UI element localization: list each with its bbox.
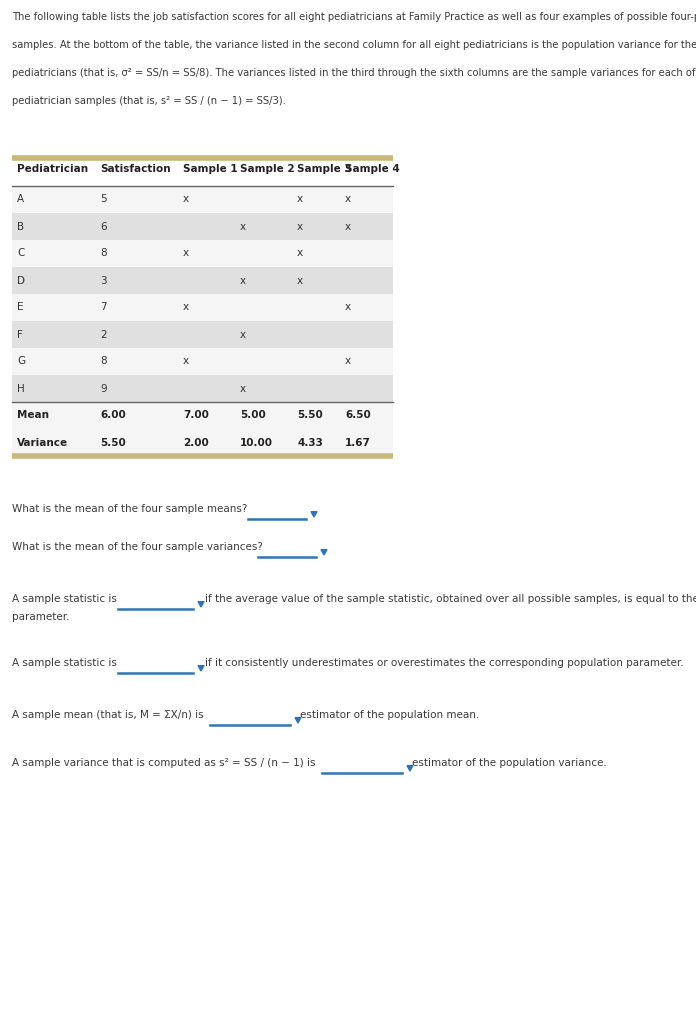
Text: samples. At the bottom of the table, the variance listed in the second column fo: samples. At the bottom of the table, the… xyxy=(12,40,696,50)
Text: x: x xyxy=(345,357,351,367)
Text: A sample statistic is: A sample statistic is xyxy=(12,594,117,604)
Text: x: x xyxy=(297,276,303,286)
Text: x: x xyxy=(183,357,189,367)
Text: pediatricians (that is, σ² = SS/n = SS/8). The variances listed in the third thr: pediatricians (that is, σ² = SS/n = SS/8… xyxy=(12,68,696,78)
Text: x: x xyxy=(345,303,351,312)
Text: 7: 7 xyxy=(100,303,106,312)
Text: 5.50: 5.50 xyxy=(297,410,323,420)
Text: E: E xyxy=(17,303,24,312)
Text: pediatrician samples (that is, s² = SS / (n − 1) = SS/3).: pediatrician samples (that is, s² = SS /… xyxy=(12,96,286,106)
Text: x: x xyxy=(240,384,246,394)
Text: 8: 8 xyxy=(100,357,106,367)
Text: x: x xyxy=(297,248,303,259)
Text: 2: 2 xyxy=(100,329,106,339)
Text: What is the mean of the four sample means?: What is the mean of the four sample mean… xyxy=(12,504,247,514)
Bar xyxy=(12,267,393,294)
Text: x: x xyxy=(240,329,246,339)
Text: x: x xyxy=(183,195,189,204)
Text: C: C xyxy=(17,248,24,259)
Text: 10.00: 10.00 xyxy=(240,437,273,447)
Text: estimator of the population variance.: estimator of the population variance. xyxy=(412,758,607,768)
Text: What is the mean of the four sample variances?: What is the mean of the four sample vari… xyxy=(12,542,263,552)
Text: 2.00: 2.00 xyxy=(183,437,209,447)
Text: A: A xyxy=(17,195,24,204)
Text: Sample 2: Sample 2 xyxy=(240,164,294,174)
Text: Pediatrician: Pediatrician xyxy=(17,164,88,174)
Text: 6: 6 xyxy=(100,221,106,231)
Text: H: H xyxy=(17,384,25,394)
Bar xyxy=(12,186,393,213)
Text: Mean: Mean xyxy=(17,410,49,420)
Text: x: x xyxy=(240,221,246,231)
Text: Variance: Variance xyxy=(17,437,68,447)
Text: A sample statistic is: A sample statistic is xyxy=(12,658,117,668)
Text: x: x xyxy=(345,195,351,204)
Text: 5.50: 5.50 xyxy=(100,437,126,447)
Text: 5.00: 5.00 xyxy=(240,410,266,420)
Text: Sample 1: Sample 1 xyxy=(183,164,237,174)
Text: x: x xyxy=(297,221,303,231)
Text: 6.50: 6.50 xyxy=(345,410,371,420)
Polygon shape xyxy=(407,766,413,771)
Polygon shape xyxy=(295,717,301,723)
Text: x: x xyxy=(297,195,303,204)
Bar xyxy=(12,402,393,429)
Polygon shape xyxy=(198,666,204,671)
Text: parameter.: parameter. xyxy=(12,612,70,622)
Text: Satisfaction: Satisfaction xyxy=(100,164,171,174)
Text: G: G xyxy=(17,357,25,367)
Text: x: x xyxy=(183,303,189,312)
Text: x: x xyxy=(183,248,189,259)
Bar xyxy=(12,429,393,456)
Text: 4.33: 4.33 xyxy=(297,437,323,447)
Text: 7.00: 7.00 xyxy=(183,410,209,420)
Text: x: x xyxy=(345,221,351,231)
Text: A sample mean (that is, M = ΣX/n) is: A sample mean (that is, M = ΣX/n) is xyxy=(12,710,204,720)
Text: 8: 8 xyxy=(100,248,106,259)
Bar xyxy=(12,213,393,240)
Text: B: B xyxy=(17,221,24,231)
Text: if it consistently underestimates or overestimates the corresponding population : if it consistently underestimates or ove… xyxy=(205,658,683,668)
Polygon shape xyxy=(321,549,327,556)
Text: Sample 3: Sample 3 xyxy=(297,164,351,174)
Text: 9: 9 xyxy=(100,384,106,394)
Text: D: D xyxy=(17,276,25,286)
Text: x: x xyxy=(240,276,246,286)
Text: F: F xyxy=(17,329,23,339)
Bar xyxy=(12,240,393,267)
Text: A sample variance that is computed as s² = SS / (n − 1) is: A sample variance that is computed as s²… xyxy=(12,758,315,768)
Bar xyxy=(12,348,393,375)
Text: estimator of the population mean.: estimator of the population mean. xyxy=(300,710,480,720)
Text: Sample 4: Sample 4 xyxy=(345,164,400,174)
Bar xyxy=(12,294,393,321)
Text: 5: 5 xyxy=(100,195,106,204)
Text: 6.00: 6.00 xyxy=(100,410,126,420)
Polygon shape xyxy=(311,512,317,517)
Bar xyxy=(12,375,393,402)
Text: The following table lists the job satisfaction scores for all eight pediatrician: The following table lists the job satisf… xyxy=(12,12,696,22)
Text: 3: 3 xyxy=(100,276,106,286)
Text: 1.67: 1.67 xyxy=(345,437,371,447)
Polygon shape xyxy=(198,602,204,607)
Text: if the average value of the sample statistic, obtained over all possible samples: if the average value of the sample stati… xyxy=(205,594,696,604)
Bar xyxy=(12,321,393,348)
